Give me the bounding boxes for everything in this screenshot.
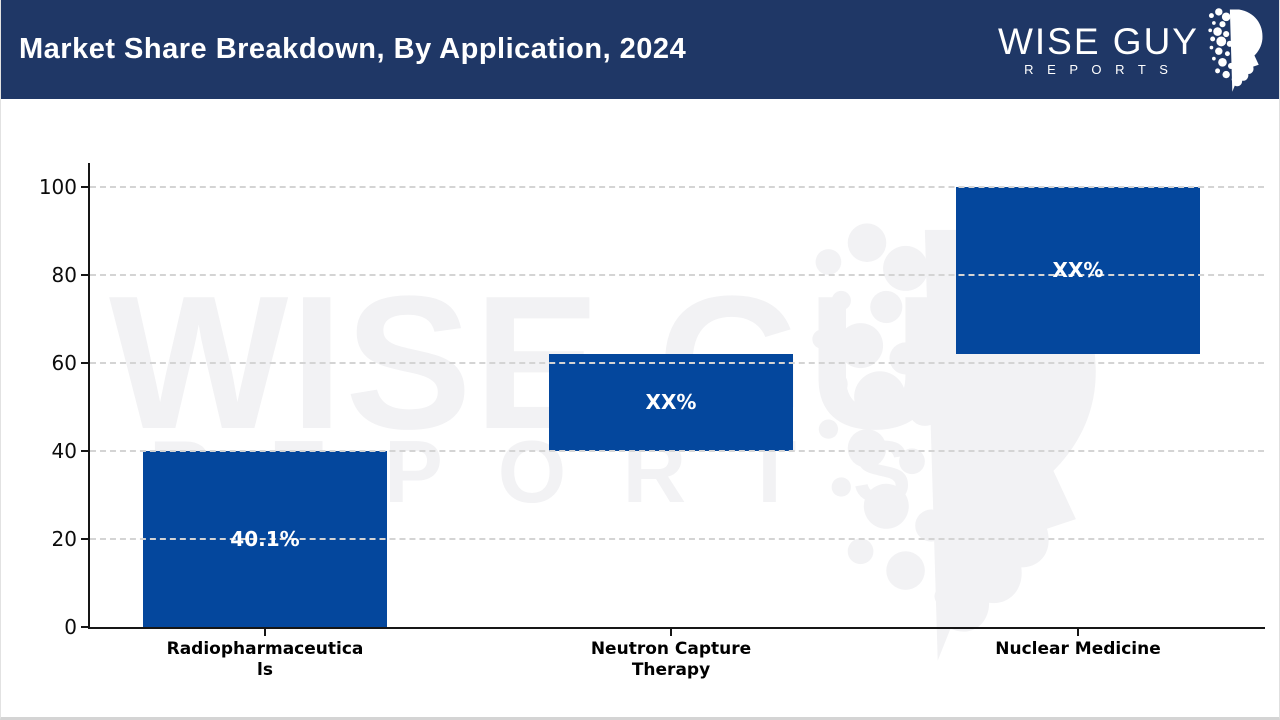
x-axis-line <box>88 627 1265 629</box>
logo-wordmark: WISE GUY <box>997 21 1199 62</box>
gridline-100 <box>90 186 1264 188</box>
header: Market Share Breakdown, By Application, … <box>1 0 1279 99</box>
logo-head-icon <box>1208 8 1263 92</box>
x-tick <box>1077 629 1079 636</box>
bar-value-label: XX% <box>645 390 697 415</box>
x-category-label: Nuclear Medicine <box>995 639 1161 659</box>
gridline-20 <box>90 538 1264 540</box>
bar-segment <box>549 353 793 451</box>
y-axis-line <box>88 163 90 629</box>
gridline-80 <box>90 274 1264 276</box>
gridline-40 <box>90 450 1264 452</box>
y-tick-0 <box>81 626 88 628</box>
y-tick-label-0: 0 <box>64 615 77 639</box>
x-tick <box>264 629 266 636</box>
logo-subtext: R E P O R T S <box>1024 62 1173 77</box>
x-category-label: Neutron Capture Therapy <box>590 639 752 680</box>
y-tick-label-100: 100 <box>38 175 77 199</box>
y-tick-40 <box>81 450 88 452</box>
y-tick-label-40: 40 <box>51 439 77 463</box>
y-tick-100 <box>81 186 88 188</box>
y-tick-label-20: 20 <box>51 527 77 551</box>
bar-value-label: XX% <box>1052 258 1104 283</box>
y-tick-label-60: 60 <box>51 351 77 375</box>
page-title: Market Share Breakdown, By Application, … <box>19 33 687 65</box>
y-tick-80 <box>81 274 88 276</box>
bar-value-label: 40.1% <box>230 526 300 551</box>
y-tick-60 <box>81 362 88 364</box>
x-category-label: Radiopharmaceutica ls <box>166 639 364 680</box>
x-tick <box>670 629 672 636</box>
logo-text-block: WISE GUY R E P O R T S <box>997 21 1199 78</box>
gridline-60 <box>90 362 1264 364</box>
wiseguy-logo: WISE GUY R E P O R T S <box>998 6 1267 94</box>
y-tick-label-80: 80 <box>51 263 77 287</box>
y-tick-20 <box>81 538 88 540</box>
